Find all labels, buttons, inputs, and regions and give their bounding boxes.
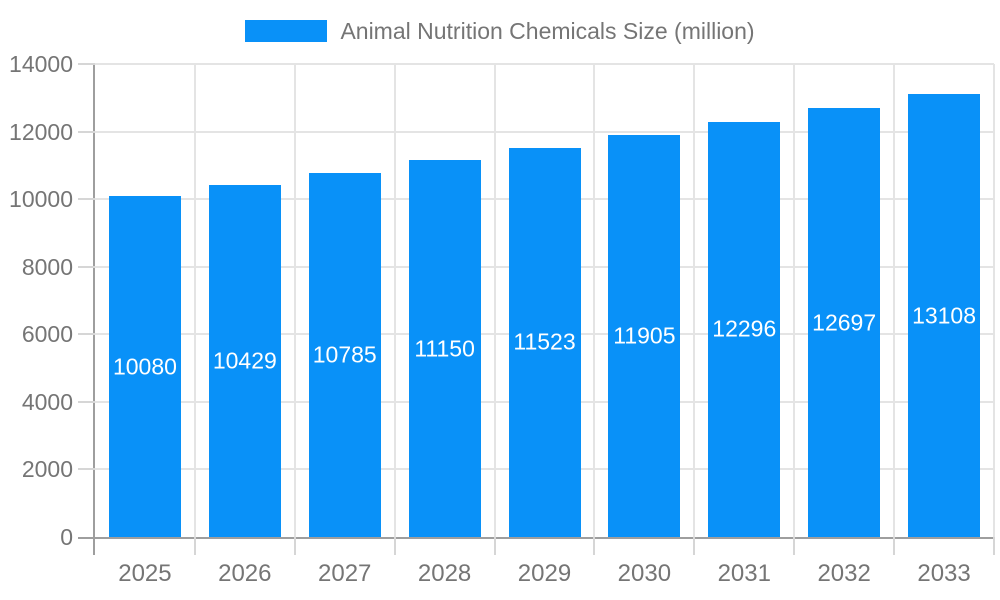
v-gridline xyxy=(593,64,596,537)
x-axis-tick-label: 2032 xyxy=(817,560,871,587)
x-axis-tick-label: 2031 xyxy=(717,560,771,587)
x-axis-tick-label: 2026 xyxy=(218,560,272,587)
y-tick-mark xyxy=(78,400,95,403)
x-axis-tick-label: 2025 xyxy=(118,560,172,587)
v-gridline xyxy=(793,64,796,537)
bar[interactable]: 12697 xyxy=(808,108,881,537)
y-tick-mark xyxy=(78,333,95,336)
x-axis-tick-label: 2027 xyxy=(318,560,372,587)
bar[interactable]: 12296 xyxy=(708,121,781,537)
x-tick-mark xyxy=(893,537,896,555)
x-tick-mark xyxy=(293,537,296,555)
y-axis-tick-label: 14000 xyxy=(9,51,73,77)
legend-label: Animal Nutrition Chemicals Size (million… xyxy=(340,18,755,44)
y-axis-tick-label: 2000 xyxy=(21,456,73,483)
bar[interactable]: 13108 xyxy=(908,94,981,537)
y-axis-tick-label: 10000 xyxy=(9,186,73,213)
y-axis-line xyxy=(93,64,95,555)
bar-value-label: 10080 xyxy=(112,353,177,380)
x-axis-line xyxy=(78,537,994,539)
x-axis-tick-label: 2029 xyxy=(517,560,572,587)
y-tick-mark xyxy=(78,63,95,65)
v-gridline xyxy=(393,64,396,537)
v-gridline xyxy=(693,64,696,537)
bar[interactable]: 10785 xyxy=(308,172,381,537)
bar-value-label: 12296 xyxy=(712,315,777,342)
x-tick-mark xyxy=(693,537,696,555)
v-gridline xyxy=(493,64,496,537)
chart-legend[interactable]: Animal Nutrition Chemicals Size (million… xyxy=(0,18,1000,44)
bar-value-label: 11150 xyxy=(414,335,475,362)
v-gridline xyxy=(193,64,196,537)
y-tick-mark xyxy=(78,265,95,268)
bar-value-label: 11523 xyxy=(513,328,576,355)
legend-swatch xyxy=(245,20,328,42)
y-tick-mark xyxy=(78,130,95,133)
x-tick-mark xyxy=(793,537,796,555)
y-axis-tick-label: 12000 xyxy=(9,118,73,145)
y-axis-tick-label: 6000 xyxy=(21,321,73,348)
x-tick-mark xyxy=(193,537,196,555)
y-axis-tick-label: 8000 xyxy=(21,253,73,280)
x-tick-mark xyxy=(493,537,496,555)
bar-value-label: 13108 xyxy=(912,302,977,329)
v-gridline xyxy=(293,64,296,537)
bar[interactable]: 11905 xyxy=(608,134,681,537)
h-gridline xyxy=(95,63,994,65)
bar[interactable]: 10429 xyxy=(208,184,281,537)
y-tick-mark xyxy=(78,198,95,201)
bar-value-label: 12697 xyxy=(812,309,877,335)
y-axis-tick-label: 0 xyxy=(60,524,73,550)
y-tick-mark xyxy=(78,468,95,471)
x-tick-mark xyxy=(593,537,596,555)
bar-value-label: 10429 xyxy=(212,347,277,374)
x-axis-tick-label: 2033 xyxy=(917,560,971,587)
x-axis-tick-label: 2030 xyxy=(617,560,672,587)
bar-value-label: 10785 xyxy=(312,341,377,368)
x-tick-mark xyxy=(393,537,396,555)
h-gridline xyxy=(95,130,994,133)
plot-area: 10080 10429 10785 11150 11523 11905 12296 12697… xyxy=(9,51,995,587)
x-axis-tick-label: 2028 xyxy=(417,560,472,587)
bar-value-label: 11905 xyxy=(613,322,676,349)
bar[interactable]: 10080 xyxy=(108,196,181,537)
bar[interactable]: 11523 xyxy=(508,147,581,537)
v-gridline xyxy=(993,64,995,537)
x-tick-mark xyxy=(993,537,995,555)
bar[interactable]: 11150 xyxy=(408,160,481,537)
v-gridline xyxy=(893,64,896,537)
y-axis-tick-label: 4000 xyxy=(21,388,73,415)
